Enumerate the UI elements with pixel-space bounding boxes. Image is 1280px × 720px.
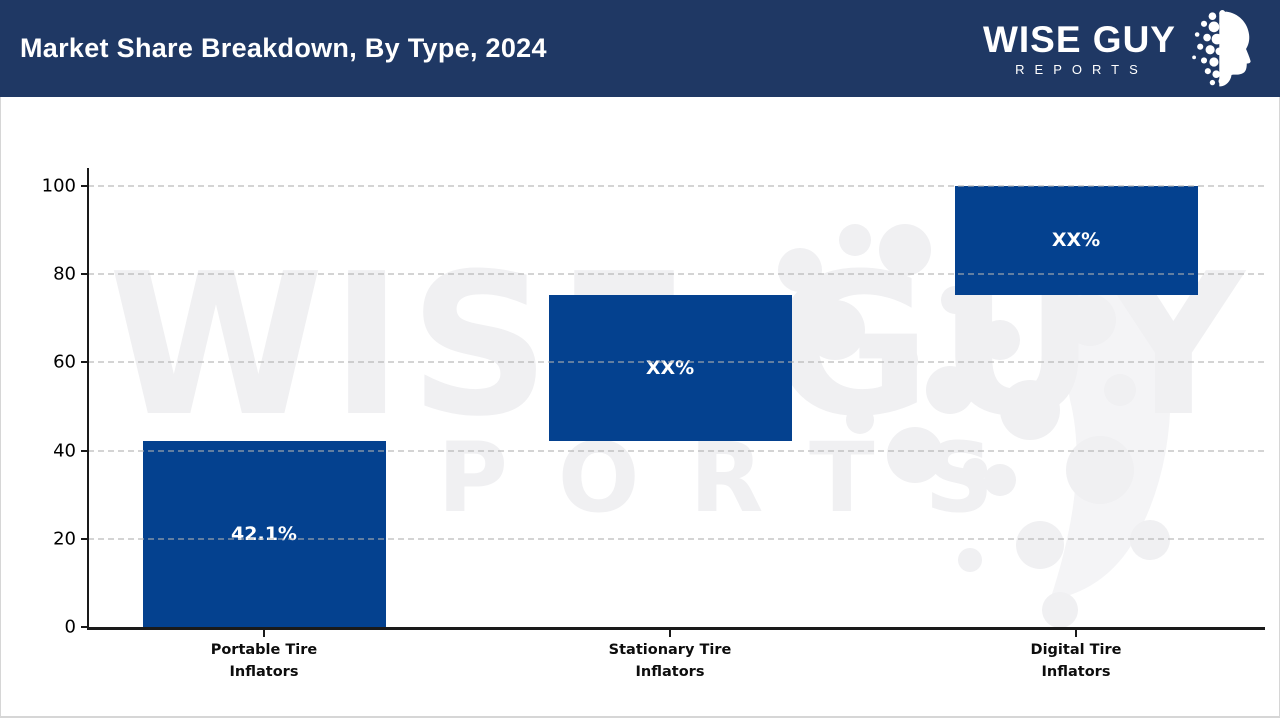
y-tick-0	[81, 626, 88, 628]
y-tick-40	[81, 449, 88, 452]
gridline-100	[88, 185, 1264, 187]
logo-subtitle: REPORTS	[1015, 62, 1148, 77]
x-tick	[263, 630, 265, 637]
y-tick-label: 0	[64, 616, 76, 638]
y-tick-label: 60	[53, 351, 76, 373]
logo-face-icon	[1192, 9, 1251, 86]
gridline-40	[88, 449, 1264, 452]
y-tick-label: 40	[53, 440, 76, 462]
x-tick	[1075, 630, 1077, 637]
bar-segment: XX%	[954, 186, 1198, 295]
y-tick-20	[81, 537, 88, 540]
bar-value-label: 42.1%	[231, 523, 297, 546]
x-category-label: Digital Tire Inflators	[1030, 642, 1122, 680]
gridline-60	[88, 361, 1264, 364]
y-tick-label: 20	[53, 528, 76, 550]
header-bar: Market Share Breakdown, By Type, 2024 WI…	[0, 0, 1280, 97]
y-tick-label: 80	[53, 263, 76, 285]
x-axis-line	[87, 627, 1265, 630]
bar-value-label: XX%	[1051, 229, 1101, 252]
x-tick	[669, 630, 671, 637]
y-tick-60	[81, 361, 88, 364]
bar-segment: 42.1%	[142, 441, 386, 627]
y-axis-line	[87, 168, 89, 628]
bar-segment: XX%	[548, 294, 792, 442]
y-tick-100	[81, 185, 88, 187]
page-title: Market Share Breakdown, By Type, 2024	[20, 33, 547, 63]
y-tick-label: 100	[41, 175, 76, 197]
left-border	[0, 97, 1, 717]
gridline-80	[88, 273, 1264, 276]
gridline-20	[88, 537, 1264, 540]
x-category-label: Stationary Tire Inflators	[608, 642, 732, 680]
x-category-label: Portable Tire Inflators	[210, 642, 318, 680]
brand-logo: WISE GUY REPORTS	[983, 7, 1256, 91]
logo-wordmark: WISE GUY	[982, 19, 1176, 60]
bottom-border	[0, 716, 1280, 718]
y-tick-80	[81, 273, 88, 276]
